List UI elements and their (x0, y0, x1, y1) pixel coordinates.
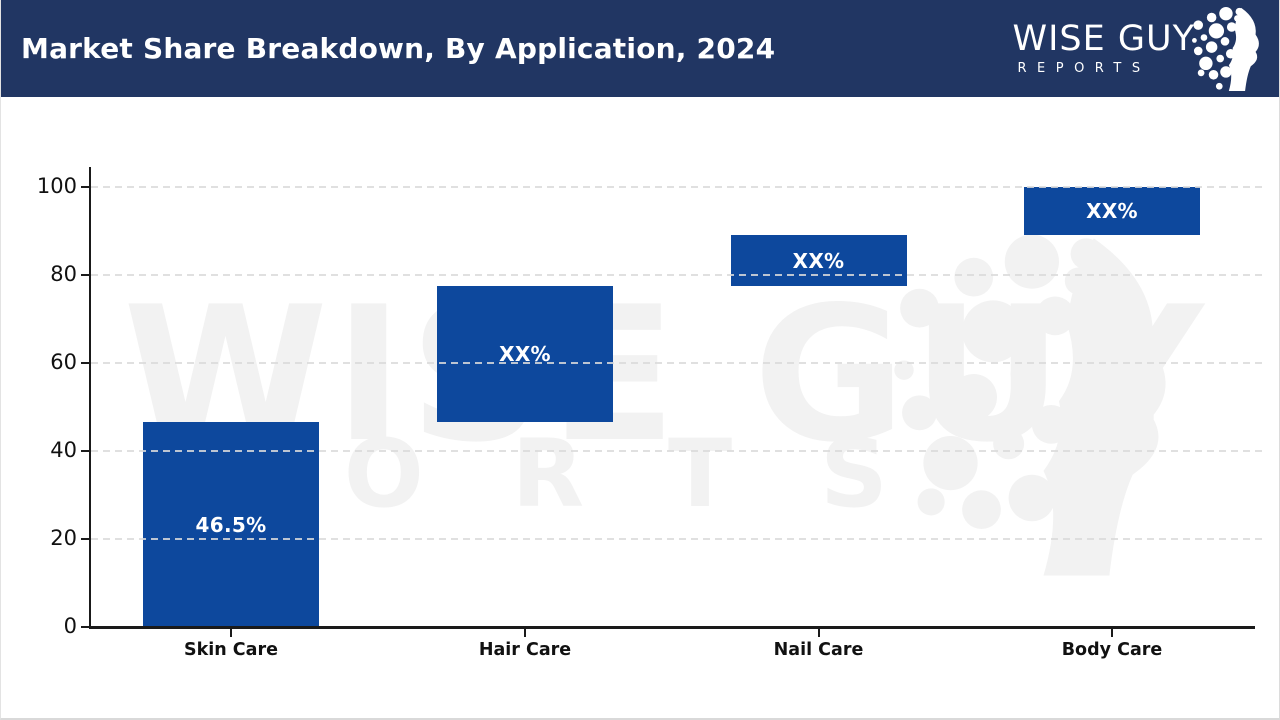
bar-hair-care: XX% (437, 286, 613, 423)
y-tick-mark-60 (81, 362, 89, 364)
brand-subname: REPORTS (1017, 60, 1151, 76)
gridline-40 (91, 450, 1263, 452)
x-tick-mark-skin-care (230, 629, 232, 637)
brand-logo: WISE GUY REPORTS (1012, 6, 1265, 92)
bar-body-care: XX% (1024, 187, 1200, 236)
bar-value-label-nail-care: XX% (792, 248, 845, 273)
x-axis-line (89, 626, 1255, 629)
y-tick-mark-100 (81, 186, 89, 188)
x-tick-mark-body-care (1111, 629, 1113, 637)
y-tick-mark-40 (81, 450, 89, 452)
y-tick-label-0: 0 (63, 614, 77, 638)
bar-value-label-skin-care: 46.5% (195, 512, 267, 537)
page-title: Market Share Breakdown, By Application, … (21, 32, 776, 65)
gridline-100 (91, 186, 1263, 188)
x-category-label-body-care: Body Care (1061, 640, 1163, 660)
y-tick-label-60: 60 (50, 350, 77, 374)
y-tick-mark-20 (81, 538, 89, 540)
brand-logo-text: WISE GUY REPORTS (1012, 18, 1195, 76)
y-axis-line (89, 167, 91, 628)
x-tick-mark-nail-care (817, 629, 820, 637)
bar-nail-care: XX% (730, 235, 907, 286)
y-tick-mark-80 (81, 274, 89, 276)
gridline-80 (91, 274, 1263, 276)
x-category-label-nail-care: Nail Care (773, 640, 864, 660)
y-tick-label-20: 20 (50, 526, 77, 550)
x-category-label-hair-care: Hair Care (478, 640, 572, 660)
bar-skin-care: 46.5% (143, 422, 319, 627)
gridline-20 (91, 538, 1263, 540)
gridline-60 (91, 362, 1263, 364)
x-category-label-skin-care: Skin Care (184, 640, 278, 660)
x-tick-mark-hair-care (524, 629, 526, 637)
watermark-head-icon (894, 234, 1166, 576)
y-tick-mark-0 (81, 626, 89, 628)
y-tick-label-100: 100 (36, 174, 77, 198)
brand-name: WISE GUY (1012, 18, 1195, 59)
header-bar: Market Share Breakdown, By Application, … (1, 0, 1279, 97)
dotted-head-profile-icon (1192, 6, 1259, 91)
y-tick-label-40: 40 (50, 438, 77, 462)
y-tick-label-80: 80 (50, 262, 77, 286)
bar-value-label-body-care: XX% (1086, 199, 1138, 224)
